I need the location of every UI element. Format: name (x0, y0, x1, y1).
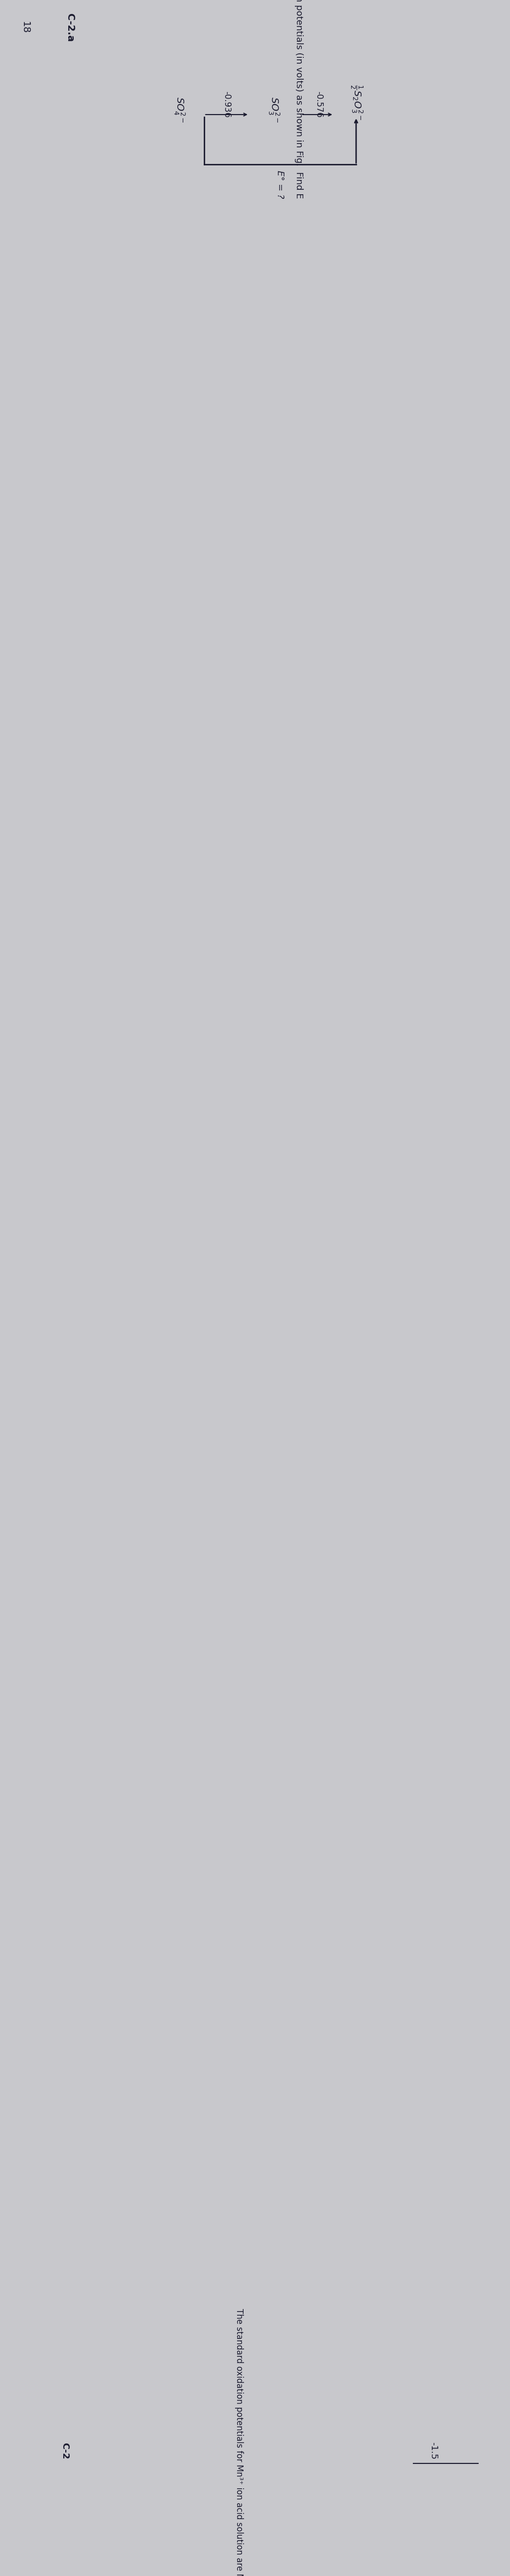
Text: -0.576: -0.576 (314, 90, 323, 118)
Text: C-2: C-2 (60, 2442, 69, 2460)
Text: 18: 18 (20, 21, 30, 33)
Text: C-2.a: C-2.a (65, 13, 74, 41)
Text: The standard oxidation potentials for Mn³⁺ ion acid solution are Mn²⁺: The standard oxidation potentials for Mn… (235, 2308, 244, 2576)
Text: -0.936: -0.936 (222, 90, 231, 118)
Text: $\mathregular{\frac{1}{2}}S_2O_3^{2-}$: $\mathregular{\frac{1}{2}}S_2O_3^{2-}$ (349, 85, 364, 121)
Text: Consider the standard reduction potentials (in volts) as shown in Fig.  Find E: Consider the standard reduction potentia… (294, 0, 303, 198)
Text: -1.5: -1.5 (429, 2442, 438, 2460)
Text: E° = ?: E° = ? (275, 170, 285, 198)
Text: $SO_4^{2-}$: $SO_4^{2-}$ (172, 95, 186, 124)
Text: $SO_3^{2-}$: $SO_3^{2-}$ (267, 95, 280, 124)
